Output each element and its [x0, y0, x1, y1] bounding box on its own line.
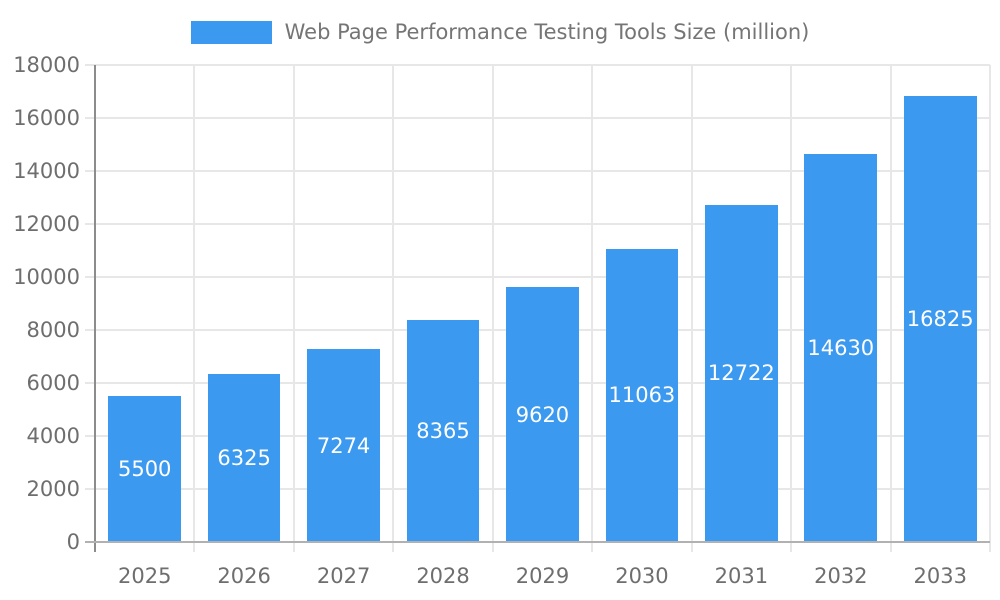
bar-value-label: 7274	[316, 433, 371, 458]
bar-value-label: 5500	[117, 457, 172, 482]
bar-2026[interactable]: 6325	[207, 374, 281, 542]
x-tick-label-2029: 2029	[515, 564, 570, 588]
x-tick-label-2028: 2028	[416, 564, 470, 588]
x-tick-label-2031: 2031	[714, 564, 769, 588]
bar-cell-2032: 14630	[791, 65, 890, 542]
bar-cell-2025: 5500	[95, 65, 194, 542]
y-tick-label-2000: 2000	[26, 477, 80, 501]
bar-2032[interactable]: 14630	[804, 154, 878, 542]
bar-value-label: 8365	[416, 419, 470, 444]
y-tick-label-4000: 4000	[26, 424, 80, 448]
chart-title: Web Page Performance Testing Tools Size …	[284, 20, 810, 44]
y-tick-label-8000: 8000	[26, 318, 80, 342]
gridline-vertical	[392, 65, 395, 552]
y-tick-label-18000: 18000	[13, 53, 80, 77]
y-tick-label-6000: 6000	[26, 371, 80, 395]
x-tick-label-2030: 2030	[615, 564, 669, 588]
bar-cell-2030: 11063	[592, 65, 691, 542]
x-axis-baseline	[85, 541, 990, 543]
bar-2029[interactable]: 9620	[506, 287, 579, 542]
gridline-vertical	[790, 65, 793, 552]
bar-value-label: 11063	[608, 383, 676, 408]
bar-cell-2028: 8365	[393, 65, 492, 542]
gridline-vertical	[591, 65, 594, 552]
y-tick-label-12000: 12000	[13, 212, 80, 236]
gridline-vertical	[989, 65, 991, 552]
y-tick-label-0: 0	[66, 530, 80, 554]
bar-2027[interactable]: 7274	[307, 349, 380, 542]
gridline-vertical	[491, 65, 494, 552]
gridline-vertical	[193, 65, 196, 552]
plot-area: 5500 6325 7274 8365 9620 11063 12722 14630 16825	[85, 64, 991, 552]
y-tick-label-16000: 16000	[13, 106, 80, 130]
gridline-vertical	[889, 65, 892, 552]
bar-2033[interactable]: 16825	[903, 96, 977, 542]
bar-value-label: 16825	[906, 307, 974, 332]
bar-cell-2029: 9620	[493, 65, 592, 542]
x-tick-label-2025: 2025	[117, 564, 172, 588]
y-axis-line	[94, 65, 96, 552]
bar-2025[interactable]: 5500	[108, 396, 181, 542]
gridline-vertical	[292, 65, 295, 552]
gridline-vertical	[690, 65, 693, 552]
gridline-horizontal	[85, 276, 990, 278]
bar-cell-2027: 7274	[294, 65, 393, 542]
legend-swatch	[190, 20, 272, 44]
bar-cell-2026: 6325	[194, 65, 293, 542]
bar-value-label: 9620	[515, 402, 570, 427]
legend: Web Page Performance Testing Tools Size …	[0, 17, 1000, 47]
bar-2031[interactable]: 12722	[705, 204, 778, 542]
bar-cell-2031: 12722	[692, 65, 791, 542]
y-tick-label-14000: 14000	[13, 159, 80, 183]
x-tick-label-2033: 2033	[913, 564, 967, 588]
bar-series: 5500 6325 7274 8365 9620 11063 12722 14630 16825	[95, 65, 990, 542]
y-tick-label-10000: 10000	[13, 265, 80, 289]
x-tick-label-2032: 2032	[814, 564, 868, 588]
bar-cell-2033: 16825	[891, 65, 990, 542]
gridline-horizontal	[85, 64, 990, 66]
bar-value-label: 6325	[217, 446, 271, 471]
gridline-horizontal	[85, 117, 990, 119]
gridline-horizontal	[85, 223, 990, 225]
x-tick-label-2027: 2027	[316, 564, 371, 588]
gridline-horizontal	[85, 170, 990, 172]
bar-2030[interactable]: 11063	[605, 248, 679, 542]
x-tick-label-2026: 2026	[217, 564, 271, 588]
bar-value-label: 14630	[807, 336, 875, 361]
bar-value-label: 12722	[707, 361, 775, 386]
bar-2028[interactable]: 8365	[406, 320, 480, 542]
